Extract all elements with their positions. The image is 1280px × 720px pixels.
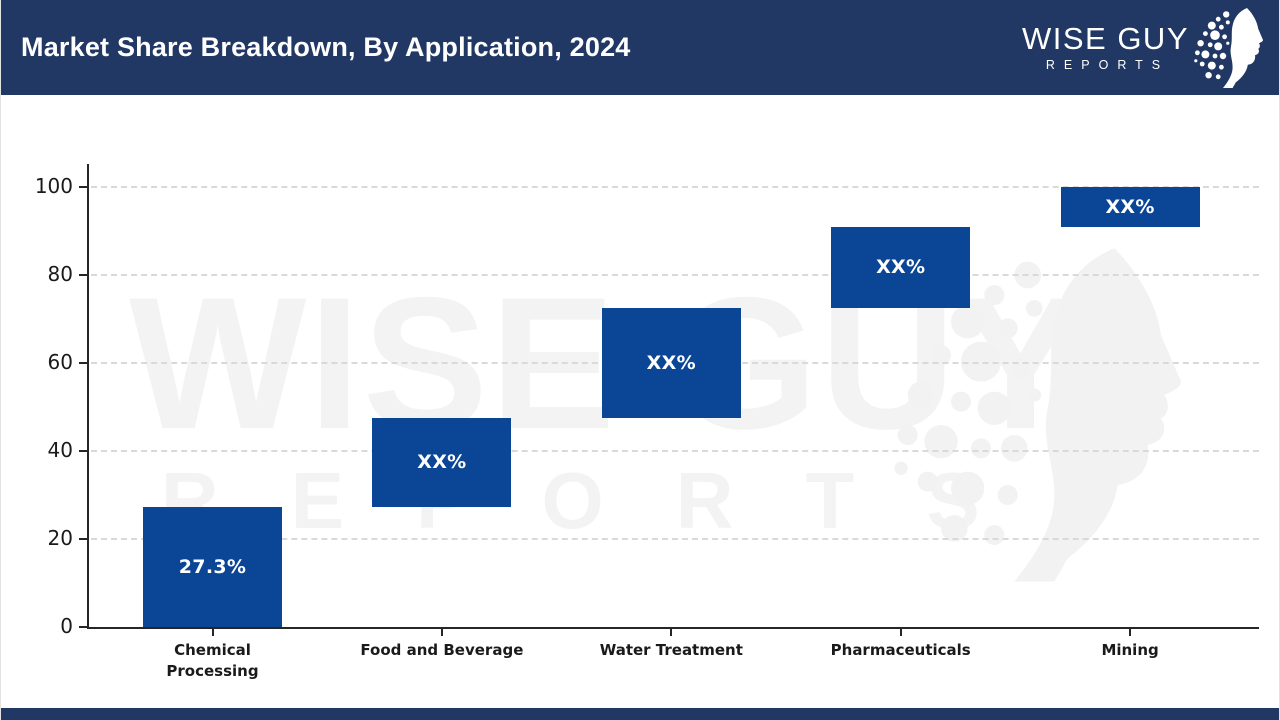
x-category-label: Water Treatment	[599, 641, 743, 659]
logo-subtitle: REPORTS	[1045, 58, 1170, 72]
ytick-label-0: 0	[60, 614, 73, 638]
ytick-mark-60	[79, 362, 88, 364]
head-dots-icon	[1194, 7, 1263, 88]
gridline-80	[91, 274, 1259, 276]
bar-value-label: XX%	[1105, 195, 1155, 218]
bar-Water Treatment: XX%	[601, 308, 741, 418]
bar-value-label: 27.3%	[178, 555, 247, 578]
ytick-label-40: 40	[47, 438, 73, 462]
xtick-mark-3	[899, 629, 902, 636]
logo-wordmark: WISE GUY REPORTS	[1021, 21, 1189, 73]
bar-Chemical Processing: 27.3%	[143, 506, 282, 627]
ytick-mark-20	[79, 538, 88, 540]
x-category-label: Chemical Processing	[166, 641, 259, 680]
wise-guy-logo: WISE GUY REPORTS	[1022, 7, 1263, 89]
gridline-20	[91, 538, 1259, 540]
bar-Pharmaceuticals: XX%	[831, 226, 971, 308]
ytick-mark-100	[79, 186, 88, 188]
x-category-label: Food and Beverage	[360, 641, 524, 659]
xtick-mark-1	[440, 629, 443, 636]
bar-value-label: XX%	[876, 256, 926, 279]
ytick-label-60: 60	[47, 350, 73, 374]
ytick-label-80: 80	[47, 262, 73, 286]
header-bar: Market Share Breakdown, By Application, …	[1, 0, 1279, 95]
ytick-mark-0	[79, 626, 88, 628]
bar-Mining: XX%	[1060, 187, 1200, 227]
x-category-label: Pharmaceuticals	[830, 641, 971, 659]
gridline-100	[91, 186, 1259, 188]
x-category-label: Mining	[1101, 641, 1159, 659]
xtick-mark-2	[670, 629, 673, 636]
logo-title: WISE GUY	[1021, 21, 1189, 56]
footer-bar	[1, 708, 1279, 720]
bar-value-label: XX%	[417, 451, 467, 474]
ytick-label-20: 20	[47, 526, 73, 550]
y-axis-line	[87, 164, 89, 629]
xtick-mark-0	[211, 629, 214, 636]
chart-region: WISE GUY REPORTS 0 20 4	[1, 95, 1279, 708]
xtick-mark-4	[1129, 629, 1132, 636]
ytick-mark-80	[79, 274, 88, 276]
gridline-40	[91, 450, 1259, 452]
page-title: Market Share Breakdown, By Application, …	[21, 32, 631, 62]
x-axis-line	[87, 627, 1259, 629]
ytick-mark-40	[79, 450, 88, 452]
ytick-label-100: 100	[34, 174, 73, 198]
bar-Food and Beverage: XX%	[372, 418, 512, 507]
bar-value-label: XX%	[646, 352, 696, 374]
